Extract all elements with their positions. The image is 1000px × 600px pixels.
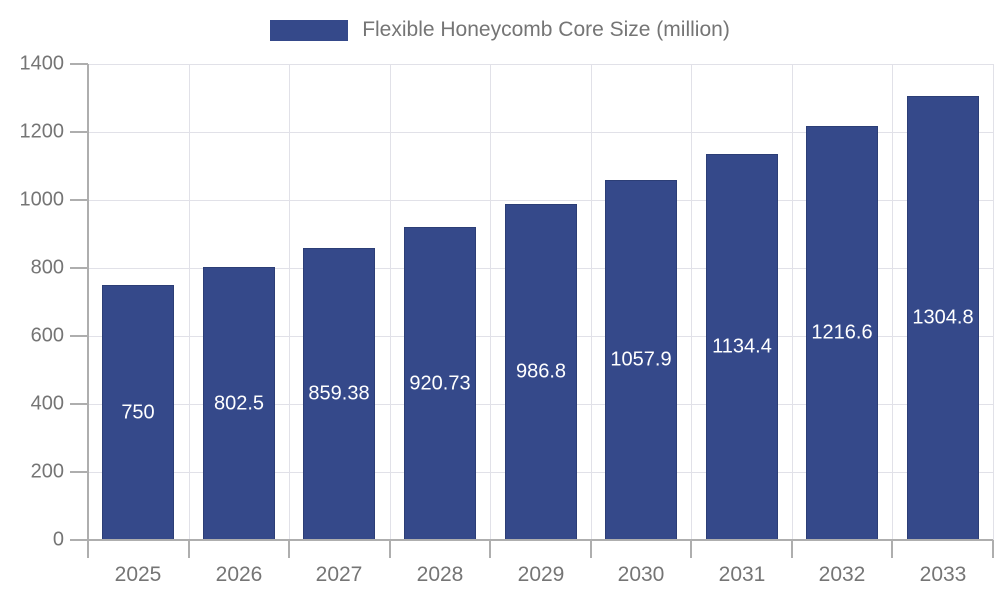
bar-value-label: 1216.6 (811, 321, 873, 344)
y-tick-label: 1200 (19, 120, 65, 143)
gridline-horizontal (88, 200, 993, 201)
bar[interactable] (706, 154, 778, 540)
gridline-vertical (591, 64, 592, 540)
x-tick-mark (590, 540, 592, 558)
x-tick-mark (87, 540, 89, 558)
gridline-vertical (993, 64, 994, 540)
gridline-vertical (792, 64, 793, 540)
bar[interactable] (404, 227, 476, 540)
bar[interactable] (102, 285, 174, 540)
y-tick-label: 0 (52, 528, 64, 551)
legend-label: Flexible Honeycomb Core Size (million) (362, 18, 730, 41)
legend-swatch (270, 19, 349, 41)
gridline-vertical (189, 64, 190, 540)
x-tick-mark (690, 540, 692, 558)
x-tick-mark (992, 540, 994, 558)
bar[interactable] (806, 126, 878, 540)
x-tick-label: 2026 (215, 563, 263, 586)
x-tick-label: 2030 (617, 563, 665, 586)
bar-value-label: 859.38 (308, 382, 370, 405)
y-tick-mark (70, 63, 88, 65)
y-tick-label: 1000 (19, 188, 65, 211)
gridline-vertical (691, 64, 692, 540)
x-tick-label: 2032 (818, 563, 866, 586)
x-tick-mark (489, 540, 491, 558)
y-tick-mark (70, 267, 88, 269)
x-tick-mark (188, 540, 190, 558)
legend[interactable]: Flexible Honeycomb Core Size (million) (0, 18, 1000, 42)
bar-value-label: 750 (121, 401, 155, 424)
gridline-vertical (490, 64, 491, 540)
bar[interactable] (303, 248, 375, 540)
y-tick-label: 200 (30, 460, 64, 483)
y-tick-label: 800 (30, 256, 64, 279)
gridline-horizontal (88, 64, 993, 65)
bar[interactable] (505, 204, 577, 540)
x-tick-label: 2033 (919, 563, 967, 586)
x-tick-label: 2025 (114, 563, 162, 586)
bar-value-label: 1057.9 (610, 348, 672, 371)
bar-value-label: 1304.8 (912, 306, 974, 329)
gridline-horizontal (88, 132, 993, 133)
y-tick-label: 1400 (19, 52, 65, 75)
x-tick-mark (389, 540, 391, 558)
gridline-vertical (892, 64, 893, 540)
y-tick-mark (70, 131, 88, 133)
x-axis-line (70, 539, 993, 541)
bar-value-label: 986.8 (515, 360, 567, 383)
bar[interactable] (605, 180, 677, 540)
bar-value-label: 920.73 (409, 372, 471, 395)
bar-value-label: 802.5 (213, 392, 265, 415)
bar-value-label: 1134.4 (712, 335, 772, 358)
x-tick-label: 2028 (416, 563, 464, 586)
x-tick-mark (791, 540, 793, 558)
bar[interactable] (907, 96, 979, 540)
y-tick-label: 600 (30, 324, 64, 347)
gridline-vertical (289, 64, 290, 540)
y-tick-mark (70, 335, 88, 337)
y-axis-line (87, 64, 89, 540)
x-tick-mark (891, 540, 893, 558)
y-tick-mark (70, 403, 88, 405)
y-tick-mark (70, 199, 88, 201)
x-tick-label: 2027 (315, 563, 363, 586)
y-tick-label: 400 (30, 392, 64, 415)
x-tick-mark (288, 540, 290, 558)
x-tick-label: 2029 (517, 563, 565, 586)
gridline-vertical (390, 64, 391, 540)
y-tick-mark (70, 471, 88, 473)
x-tick-label: 2031 (718, 563, 766, 586)
